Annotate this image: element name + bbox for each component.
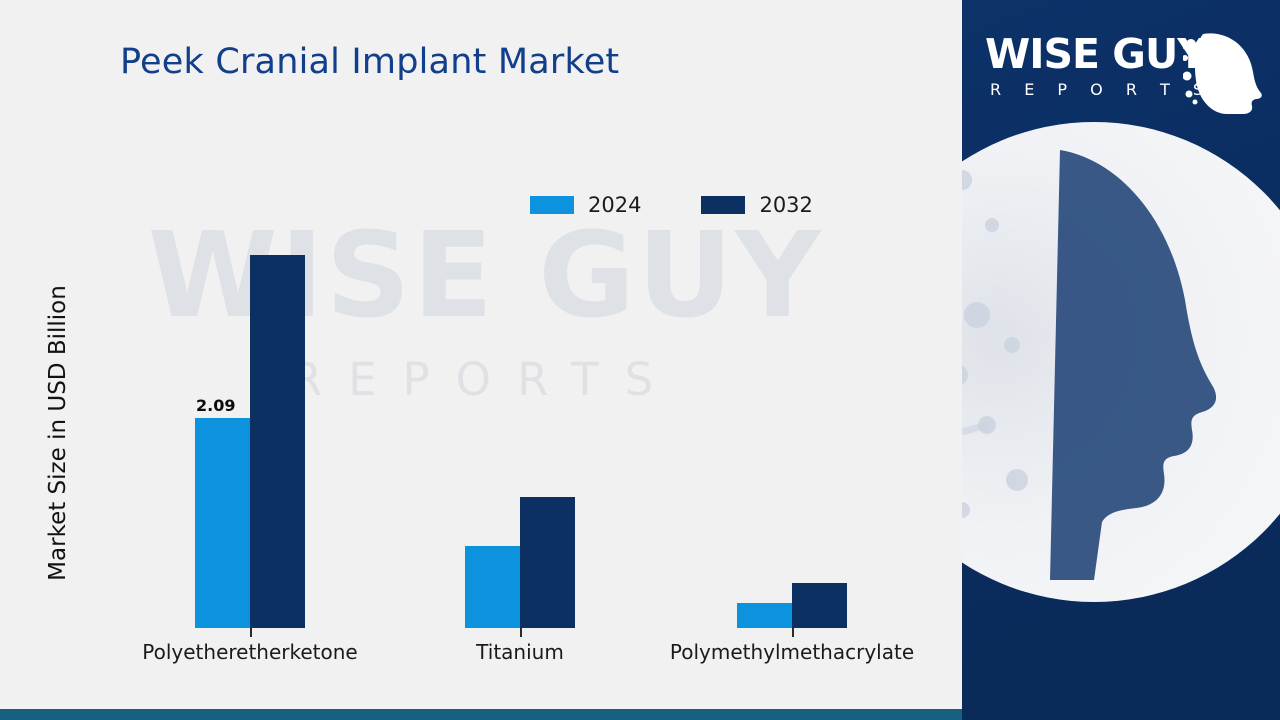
x-axis-tick: [792, 628, 794, 637]
x-axis-category-label: Titanium: [476, 640, 564, 664]
legend-item-2032[interactable]: 2032: [701, 193, 813, 217]
plot-area: 2.09 Polyetheretherketone Titanium Polymeth…: [142, 255, 915, 664]
bottom-accent-bar: [0, 709, 962, 720]
chart-legend: 2024 2032: [530, 193, 813, 217]
legend-item-2024[interactable]: 2024: [530, 193, 641, 217]
x-axis-category-label: Polyetheretherketone: [142, 640, 358, 664]
legend-label-2032: 2032: [759, 193, 813, 217]
molecule-dots-icon: [962, 170, 1028, 518]
bar-value-label: 2.09: [196, 395, 236, 415]
bar-chart: Market Size in USD Billion 2024 2032 2.0…: [45, 193, 915, 664]
x-axis-category-label: Polymethylmethacrylate: [669, 640, 915, 664]
bar-2024-polyetheretherketone[interactable]: [195, 417, 250, 628]
bar-2032-polyetheretherketone[interactable]: [250, 255, 305, 628]
bar-2024-polymethylmethacrylate[interactable]: [737, 602, 792, 628]
x-axis-tick: [250, 628, 252, 637]
bar-2032-titanium[interactable]: [520, 497, 575, 628]
legend-swatch-2024: [530, 196, 574, 214]
bar-2024-titanium[interactable]: [465, 545, 520, 628]
logo-head-icon: [1183, 33, 1262, 115]
logo-subtitle: R E P O R T S: [990, 80, 1213, 99]
bar-2032-polymethylmethacrylate[interactable]: [792, 582, 847, 628]
legend-label-2024: 2024: [588, 193, 642, 217]
brand-panel: [962, 0, 1280, 720]
logo-wordmark: WISE GUY: [985, 30, 1207, 78]
legend-swatch-2032: [701, 196, 746, 214]
page-title: Peek Cranial Implant Market: [120, 42, 620, 82]
x-axis-tick: [520, 628, 522, 637]
brand-logo[interactable]: WISE GUY R E P O R T S: [985, 28, 1262, 120]
face-profile-icon: [1050, 150, 1217, 580]
